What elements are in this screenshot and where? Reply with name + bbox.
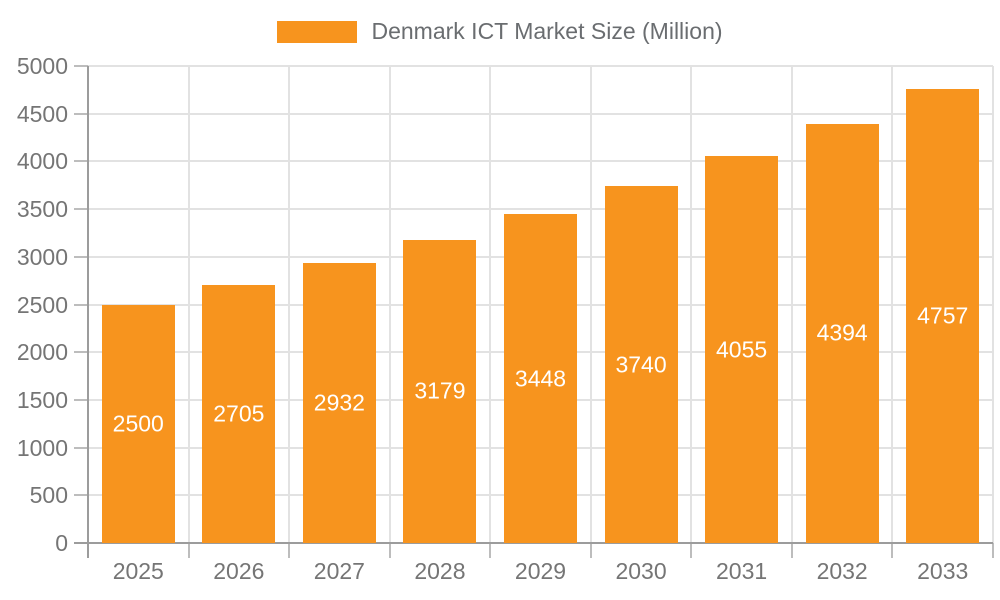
x-axis-label: 2028	[414, 558, 466, 584]
x-axis-label: 2029	[514, 558, 567, 584]
y-axis-tick	[74, 303, 88, 306]
gridline-vertical	[992, 66, 994, 543]
bar-value-label: 2705	[213, 400, 265, 427]
gridline-vertical	[489, 66, 492, 543]
x-axis-tick	[489, 543, 492, 558]
y-axis-label: 500	[29, 482, 68, 509]
bar: 2705	[202, 284, 276, 543]
gridline-horizontal	[88, 208, 993, 211]
y-axis-line	[87, 66, 89, 558]
gridline-vertical	[690, 66, 693, 543]
gridline-vertical	[589, 66, 592, 543]
x-axis-label: 2031	[716, 558, 768, 584]
y-axis-tick	[74, 208, 88, 211]
bar-value-label: 2932	[313, 389, 365, 416]
x-axis-label: 2032	[816, 558, 868, 584]
bar: 3448	[504, 214, 577, 543]
bar-value-label: 3179	[414, 377, 466, 404]
y-axis-tick	[74, 255, 88, 258]
bar: 4394	[805, 123, 879, 543]
y-axis-label: 4000	[16, 148, 68, 175]
legend-swatch	[277, 20, 358, 43]
y-axis-tick	[74, 351, 88, 354]
bar-value-label: 4394	[816, 319, 868, 346]
bar-value-label: 2500	[112, 410, 164, 437]
x-axis-tick	[187, 543, 190, 558]
x-axis-line	[74, 542, 993, 544]
gridline-horizontal	[88, 112, 993, 115]
x-axis-label: 2026	[213, 558, 265, 584]
x-axis-tick	[690, 543, 693, 558]
x-axis-tick	[288, 543, 291, 558]
x-axis-tick	[992, 543, 994, 558]
gridline-vertical	[388, 66, 391, 543]
legend-item[interactable]: Denmark ICT Market Size (Million)	[277, 18, 723, 45]
y-axis-label: 4500	[16, 100, 68, 127]
gridline-horizontal	[88, 65, 993, 67]
x-axis-label: 2033	[917, 558, 969, 584]
x-axis-label: 2027	[313, 558, 365, 584]
chart-legend: Denmark ICT Market Size (Million)	[0, 18, 1000, 45]
bar-value-label: 4055	[716, 336, 768, 363]
y-axis-label: 3500	[16, 196, 68, 223]
gridline-vertical	[891, 66, 894, 543]
legend-label: Denmark ICT Market Size (Million)	[371, 18, 723, 44]
y-axis-tick	[74, 398, 88, 401]
bar: 4055	[705, 156, 779, 543]
gridline-horizontal	[88, 160, 993, 163]
y-axis-tick	[74, 160, 88, 163]
x-axis-tick	[790, 543, 793, 558]
x-axis-tick	[891, 543, 894, 558]
bar-value-label: 4757	[917, 302, 969, 329]
x-axis-tick	[589, 543, 592, 558]
bar-value-label: 3448	[514, 365, 567, 392]
bar: 2932	[302, 263, 376, 543]
bar: 2500	[101, 304, 175, 543]
gridline-vertical	[790, 66, 793, 543]
y-axis-label: 1000	[16, 434, 68, 461]
bar: 3179	[403, 239, 477, 543]
y-axis-tick	[74, 112, 88, 115]
gridline-vertical	[288, 66, 291, 543]
bar: 4757	[906, 89, 980, 543]
y-axis-label: 0	[55, 530, 68, 556]
y-axis-label: 1500	[16, 386, 68, 413]
bar-value-label: 3740	[615, 351, 667, 378]
x-axis-label: 2025	[112, 558, 164, 584]
gridline-vertical	[187, 66, 190, 543]
y-axis-label: 3000	[16, 243, 68, 270]
x-axis-label: 2030	[615, 558, 667, 584]
y-axis-tick	[74, 446, 88, 449]
y-axis-label: 2500	[16, 291, 68, 318]
y-axis-tick	[74, 65, 88, 67]
y-axis-tick	[74, 494, 88, 497]
bar: 3740	[604, 186, 678, 543]
y-axis-label: 5000	[16, 53, 68, 79]
x-axis-tick	[388, 543, 391, 558]
y-axis-label: 2000	[16, 339, 68, 366]
